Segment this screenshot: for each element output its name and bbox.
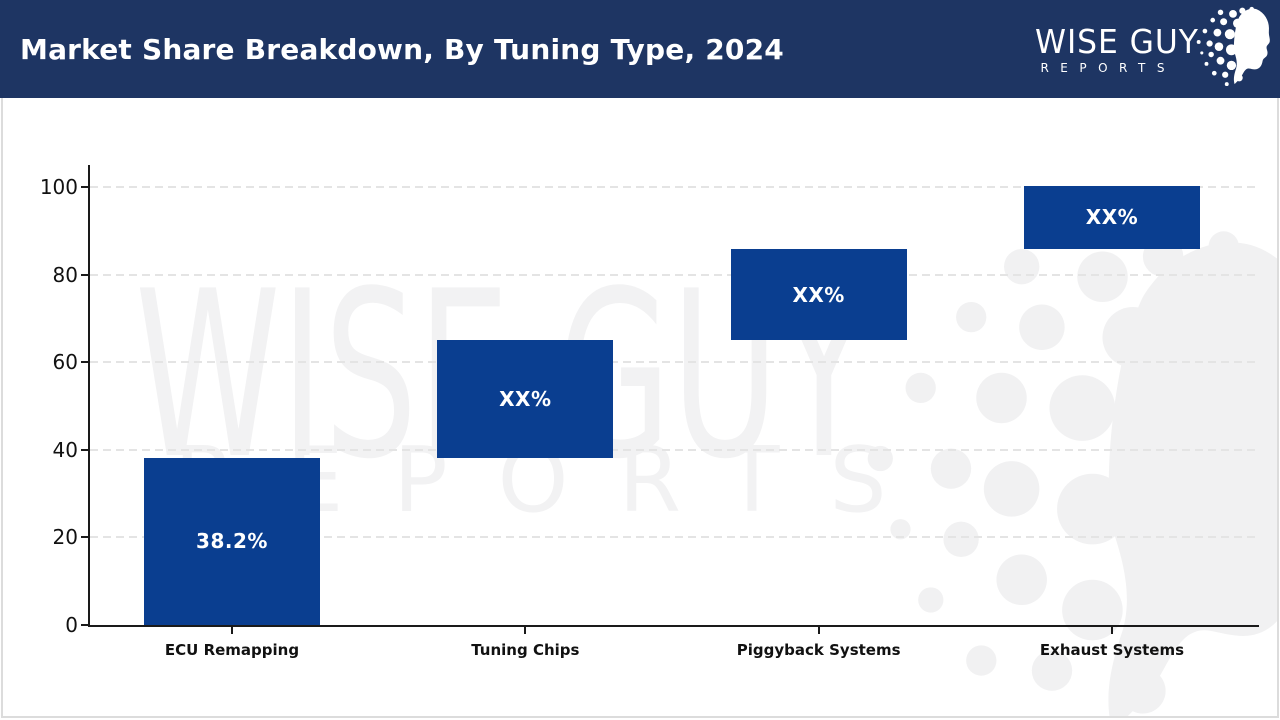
bar-segment-3: XX% <box>730 249 907 341</box>
x-tick-label-4: Exhaust Systems <box>1039 641 1185 659</box>
x-tick-label-3: Piggyback Systems <box>736 641 901 659</box>
gridline-100 <box>90 186 1259 188</box>
plot: 0 20 40 60 80 100 38.2% ECU Remapping XX% Tuning … <box>3 98 1277 716</box>
gridline-80 <box>90 273 1259 276</box>
y-tick-label-60: 60 <box>52 350 78 375</box>
x-tick-3 <box>817 627 820 634</box>
logo-wordmark: WISE GUY <box>1035 21 1200 61</box>
y-tick-label-40: 40 <box>52 437 78 462</box>
y-tick-40 <box>81 448 89 451</box>
y-tick-label-100: 100 <box>39 175 78 199</box>
y-tick-0 <box>81 624 89 626</box>
bar-segment-1: 38.2% <box>144 457 320 625</box>
y-tick-20 <box>81 536 89 539</box>
y-axis <box>88 165 90 627</box>
logo-subtext: REPORTS <box>1040 60 1176 75</box>
brand-logo-text: WISE GUY REPORTS <box>1035 25 1208 74</box>
x-tick-1 <box>231 627 233 634</box>
y-tick-100 <box>81 186 89 188</box>
bar-value-label: XX% <box>792 282 845 307</box>
y-tick-label-20: 20 <box>52 525 78 550</box>
bar-segment-2: XX% <box>437 340 614 458</box>
y-tick-label-80: 80 <box>52 262 78 287</box>
x-tick-label-2: Tuning Chips <box>471 641 580 659</box>
x-tick-4 <box>1110 627 1113 634</box>
bar-segment-4: XX% <box>1023 185 1200 250</box>
header-bar: Market Share Breakdown, By Tuning Type, … <box>0 0 1280 98</box>
gridline-40 <box>90 448 1259 451</box>
gridline-60 <box>90 361 1259 364</box>
x-tick-2 <box>524 627 527 634</box>
x-tick-label-1: ECU Remapping <box>164 641 300 659</box>
page-title: Market Share Breakdown, By Tuning Type, … <box>20 32 784 66</box>
bar-value-label: XX% <box>499 386 552 411</box>
bar-value-label: 38.2% <box>196 529 268 554</box>
x-axis <box>88 625 1259 627</box>
bar-value-label: XX% <box>1085 205 1139 230</box>
chart-area: WISE GUY REPORTS 0 20 40 60 80 100 38.2% ECU Re… <box>1 98 1279 718</box>
y-tick-label-0: 0 <box>65 613 78 637</box>
logo-head-icon <box>1196 6 1270 87</box>
y-tick-60 <box>81 361 89 364</box>
y-tick-80 <box>81 273 89 276</box>
brand-logo: WISE GUY REPORTS <box>1035 6 1272 92</box>
gridline-20 <box>90 536 1259 539</box>
